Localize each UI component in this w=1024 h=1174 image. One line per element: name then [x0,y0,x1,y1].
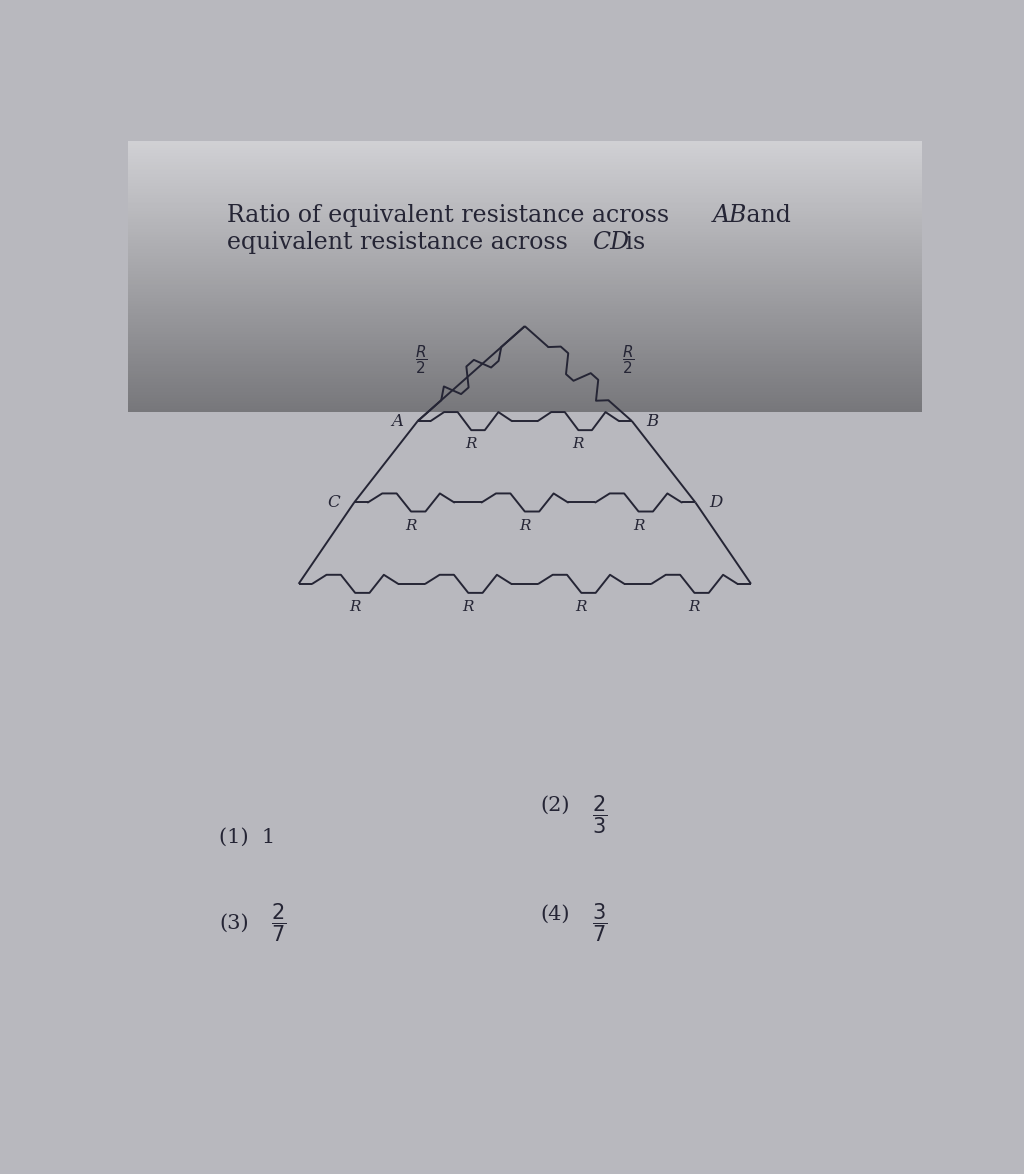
Text: R: R [633,519,644,533]
Text: equivalent resistance across: equivalent resistance across [227,231,575,254]
Text: R: R [466,438,477,451]
Text: R: R [689,600,700,614]
Text: R: R [349,600,360,614]
Text: R: R [406,519,417,533]
Text: (3): (3) [219,913,249,932]
Text: (1)  1: (1) 1 [219,828,275,846]
Text: AB: AB [713,204,748,227]
Text: $\dfrac{2}{7}$: $\dfrac{2}{7}$ [270,902,286,944]
Text: R: R [519,519,530,533]
Text: $\dfrac{R}{2}$: $\dfrac{R}{2}$ [622,344,635,377]
Text: R: R [463,600,474,614]
Text: $\dfrac{R}{2}$: $\dfrac{R}{2}$ [415,344,428,377]
Text: (2): (2) [541,796,570,815]
Text: R: R [572,438,584,451]
Text: D: D [710,494,723,511]
Text: A: A [391,412,403,430]
Text: CD: CD [592,231,630,254]
Text: C: C [327,494,340,511]
Text: $\dfrac{3}{7}$: $\dfrac{3}{7}$ [592,902,607,944]
Text: Ratio of equivalent resistance across: Ratio of equivalent resistance across [227,204,677,227]
Text: $\dfrac{2}{3}$: $\dfrac{2}{3}$ [592,794,607,836]
Text: is: is [618,231,646,254]
Text: B: B [646,412,658,430]
Text: (4): (4) [541,904,570,923]
Text: and: and [739,204,791,227]
Text: R: R [575,600,587,614]
